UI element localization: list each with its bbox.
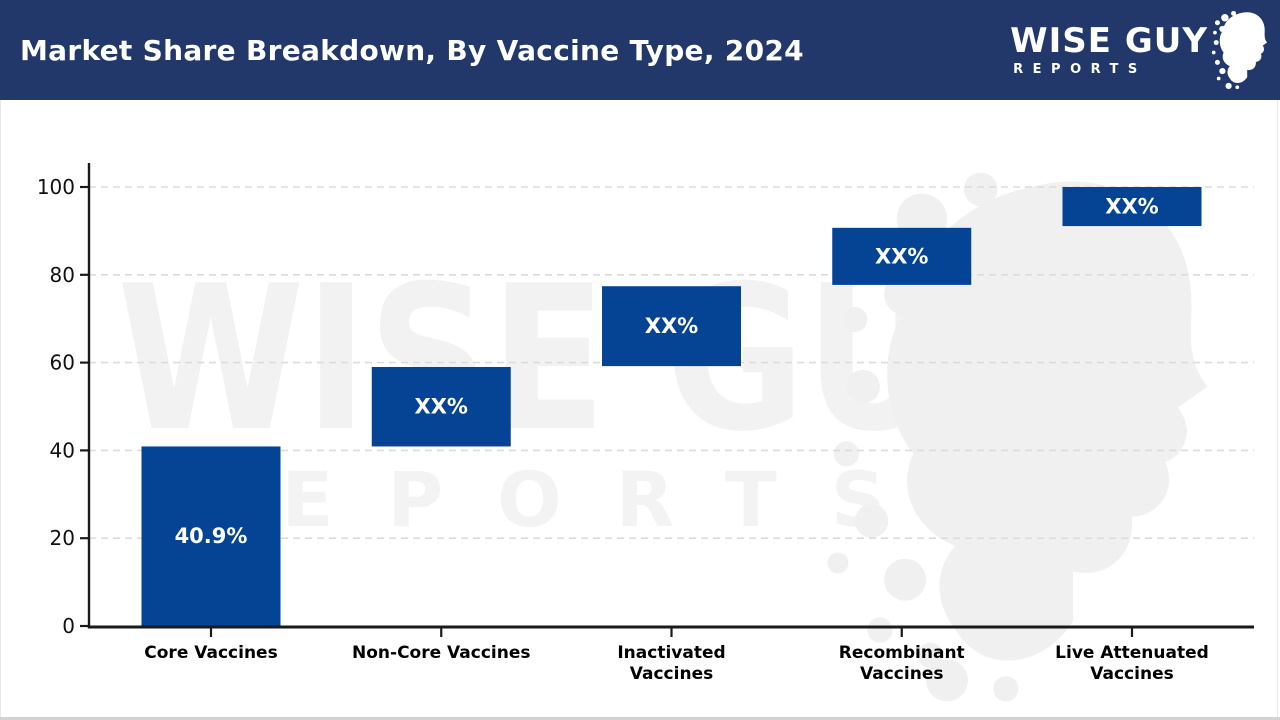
bar-4 — [832, 227, 972, 285]
page-title: Market Share Breakdown, By Vaccine Type,… — [20, 33, 804, 67]
y-tick-label-40: 40 — [50, 438, 75, 462]
x-tick-label-5: Live Attenuated Vaccines — [1055, 643, 1209, 684]
waterfall-chart: 40.9% XX% XX% XX% XX% 0 20 40 60 80 100 Core Vaccin… — [37, 163, 1254, 684]
bar-1 — [141, 446, 281, 626]
y-tick-label-60: 60 — [50, 351, 75, 375]
bar-3 — [602, 286, 741, 367]
logo-wordmark: WISE GUY REPORTS — [1010, 24, 1208, 76]
bar-5 — [1062, 187, 1202, 227]
bar-label-2: XX% — [415, 395, 468, 419]
y-tick-label-20: 20 — [50, 526, 75, 550]
chart-area: WISE GUY REPORTS 40.9% XX% XX% XX% XX% 0 20 40 6… — [0, 100, 1278, 717]
x-tick-label-2: Non-Core Vaccines — [352, 643, 530, 663]
logo-wordmark-line2: REPORTS — [1013, 62, 1147, 77]
header-bar: Market Share Breakdown, By Vaccine Type,… — [0, 0, 1280, 100]
bar-label-5: XX% — [1105, 195, 1158, 219]
logo-face-icon — [1211, 10, 1268, 90]
watermark-reports: REPORTS — [169, 455, 940, 544]
x-tick-label-4: Recombinant Vaccines — [839, 643, 965, 684]
bar-label-1: 40.9% — [175, 524, 248, 548]
watermark-face-icon — [827, 172, 1208, 702]
logo-wordmark-line1: WISE GUY — [1010, 21, 1208, 61]
bar-label-4: XX% — [875, 244, 928, 268]
bottom-border — [0, 717, 1280, 720]
y-tick-label-80: 80 — [50, 263, 75, 287]
bar-label-3: XX% — [645, 314, 698, 338]
y-tick-label-0: 0 — [62, 614, 75, 638]
x-tick-label-3: Inactivated Vaccines — [617, 643, 725, 684]
bar-2 — [371, 366, 511, 447]
y-tick-label-100: 100 — [37, 175, 75, 199]
x-tick-label-1: Core Vaccines — [144, 643, 277, 663]
wiseguy-logo: WISE GUY REPORTS — [1010, 9, 1272, 91]
